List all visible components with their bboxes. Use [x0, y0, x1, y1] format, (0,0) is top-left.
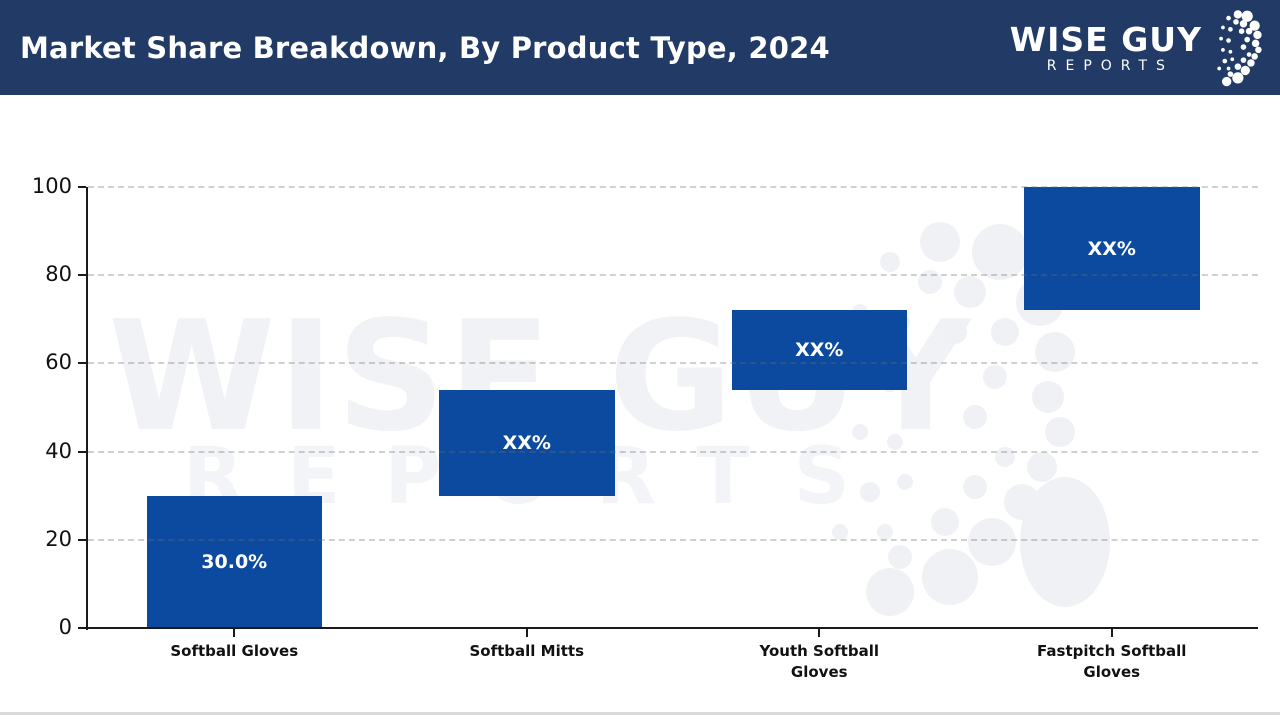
gridline-80	[88, 274, 1258, 277]
gridline-100	[88, 186, 1258, 188]
plot-area: 0 20 40 60 80 100 30.0% Softball Gloves XX% Softb…	[32, 174, 1258, 681]
y-tick-mark	[78, 274, 86, 277]
gridline-40	[88, 450, 1258, 453]
y-tick-label: 20	[45, 526, 72, 551]
y-tick-label: 80	[45, 262, 72, 287]
x-category-label: Fastpitch Softball Gloves	[1037, 642, 1187, 681]
page-title: Market Share Breakdown, By Product Type,…	[20, 30, 830, 65]
x-tick-mark	[525, 629, 528, 637]
brand-subtitle: REPORTS	[1046, 57, 1174, 74]
bar-youth-softball-gloves: XX%	[731, 310, 907, 390]
y-tick-label: 0	[58, 615, 72, 639]
y-tick-mark	[78, 538, 86, 541]
bar-softball-gloves: 30.0%	[146, 495, 322, 628]
y-tick-label: 40	[45, 438, 72, 463]
bar-fastpitch-softball-gloves: XX%	[1024, 187, 1200, 311]
x-tick-mark	[1110, 629, 1113, 637]
y-tick-label: 60	[45, 350, 72, 375]
y-tick-mark	[78, 627, 86, 629]
bar-value-label: XX%	[795, 339, 844, 362]
bar-value-label: XX%	[1087, 237, 1136, 260]
bar-value-label: 30.0%	[201, 550, 268, 573]
bar-softball-mitts: XX%	[439, 389, 615, 496]
x-category-label: Youth Softball Gloves	[759, 642, 880, 681]
bar-value-label: XX%	[502, 431, 551, 454]
brand-logo: WISE GUY REPORTS	[1010, 8, 1264, 88]
gridline-20	[88, 538, 1258, 541]
y-tick-label: 100	[31, 174, 72, 198]
dotted-head-icon	[1208, 8, 1264, 88]
brand-logo-text: WISE GUY REPORTS	[1010, 23, 1202, 73]
x-tick-mark	[818, 629, 821, 637]
header-bar: Market Share Breakdown, By Product Type,…	[0, 0, 1280, 95]
brand-name: WISE GUY	[1009, 19, 1202, 59]
x-tick-mark	[233, 629, 236, 637]
y-axis-line	[86, 187, 88, 630]
y-tick-mark	[78, 186, 86, 188]
y-tick-mark	[78, 362, 86, 365]
gridline-60	[88, 362, 1258, 365]
x-category-label: Softball Gloves	[170, 642, 299, 660]
x-axis-line	[86, 627, 1258, 629]
y-tick-mark	[78, 450, 86, 453]
x-category-label: Softball Mitts	[469, 642, 584, 660]
footer-divider	[0, 712, 1280, 715]
